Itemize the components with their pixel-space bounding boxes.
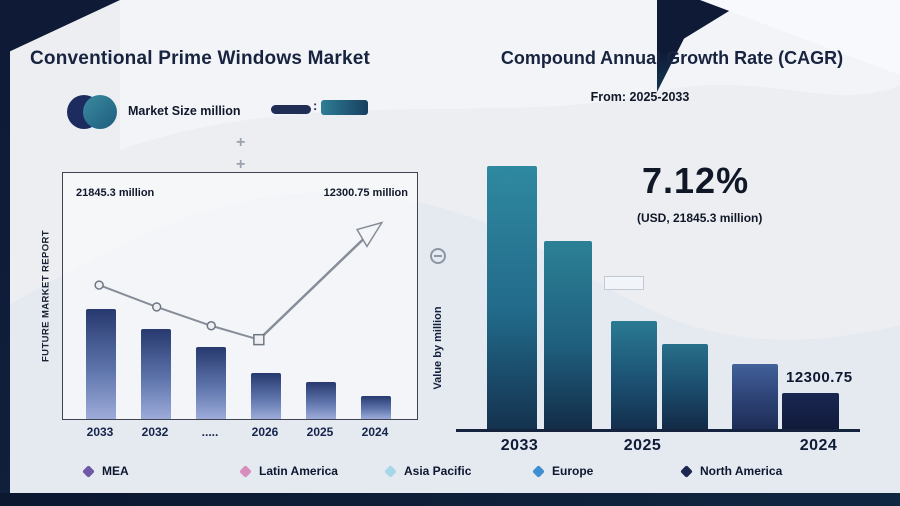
x-label-2024: 2024 (361, 425, 389, 439)
chart-end-value-label: 12300.75 million (323, 187, 408, 199)
tooltip-outline-box (604, 276, 644, 290)
legend-bullet-europe (532, 464, 545, 478)
circle-minus-icon (430, 248, 446, 264)
market-bar-2033 (86, 309, 116, 419)
legend-item-mea: MEA (82, 464, 129, 478)
future-market-report-label: FUTURE MARKET REPORT (40, 229, 52, 363)
x-label-2033: 2033 (86, 425, 114, 439)
legend-item-europe: Europe (532, 464, 594, 478)
cagr-value: 7.12% (642, 160, 750, 201)
x-label-2032: 2032 (141, 425, 169, 439)
cagr-bar-2024-b (782, 393, 839, 430)
legend-label-asia-pacific: Asia Pacific (404, 464, 472, 478)
cagr-bar-2025-a (611, 321, 657, 430)
highlight-value-label: 12300.75 (786, 369, 853, 386)
cagr-bar-2024-a (732, 364, 778, 430)
legend-item-north-america: North America (680, 464, 783, 478)
market-bar-mid (196, 347, 226, 419)
market-bar-2025 (306, 382, 336, 419)
cagr-title: Compound Annual Growth Rate (CAGR) (500, 48, 844, 68)
legend-label-north-america: North America (700, 464, 783, 478)
market-title: Conventional Prime Windows Market (30, 48, 371, 69)
market-size-legend-label: Market Size million (128, 104, 241, 118)
left-edge-bar (0, 0, 10, 506)
trend-line-arrow (94, 221, 384, 346)
market-size-chart: 21845.3 million 12300.75 million (62, 172, 418, 420)
plus-decoration-1: + (236, 134, 246, 151)
x-label-dots: ..... (201, 425, 219, 439)
x-label-2025: 2025 (306, 425, 334, 439)
cagr-x-axis (456, 429, 860, 432)
market-bar-2026 (251, 373, 281, 419)
plus-decoration-2: + (236, 156, 246, 173)
legend-bullet-mea (82, 464, 95, 478)
legend-bullet-north-america (680, 464, 693, 478)
cagr-year-2025: 2025 (623, 437, 662, 454)
cagr-subtitle: From: 2025-2033 (590, 90, 690, 104)
cagr-bar-2033-b (544, 241, 592, 430)
chart-start-value-label: 21845.3 million (76, 187, 155, 199)
legend-pill-navy (271, 105, 311, 114)
cagr-year-2033: 2033 (500, 437, 539, 454)
legend-item-latin-america: Latin America (239, 464, 338, 478)
market-size-icon (67, 95, 117, 129)
legend-bullet-latin-america (239, 464, 252, 478)
market-x-axis-labels: 2033 2032 ..... 2026 2025 2024 (62, 425, 418, 443)
legend-pill-teal (321, 100, 368, 115)
market-bar-2024 (361, 396, 391, 419)
cagr-year-2024: 2024 (799, 437, 838, 454)
legend-item-asia-pacific: Asia Pacific (384, 464, 472, 478)
legend-label-latin-america: Latin America (259, 464, 338, 478)
x-label-2026: 2026 (251, 425, 279, 439)
cagr-bar-2033-a (487, 166, 537, 430)
legend-bullet-asia-pacific (384, 464, 397, 478)
legend-label-mea: MEA (102, 464, 129, 478)
icon-disc-teal (83, 95, 117, 129)
cagr-bar-2025-b (662, 344, 708, 430)
cagr-caption: (USD, 21845.3 million) (637, 211, 763, 225)
legend-label-europe: Europe (552, 464, 594, 478)
legend-pill-separator: : (313, 98, 318, 113)
value-by-million-label: Value by million (432, 306, 444, 390)
bottom-edge-bar (0, 493, 900, 506)
market-bar-2032 (141, 329, 171, 419)
